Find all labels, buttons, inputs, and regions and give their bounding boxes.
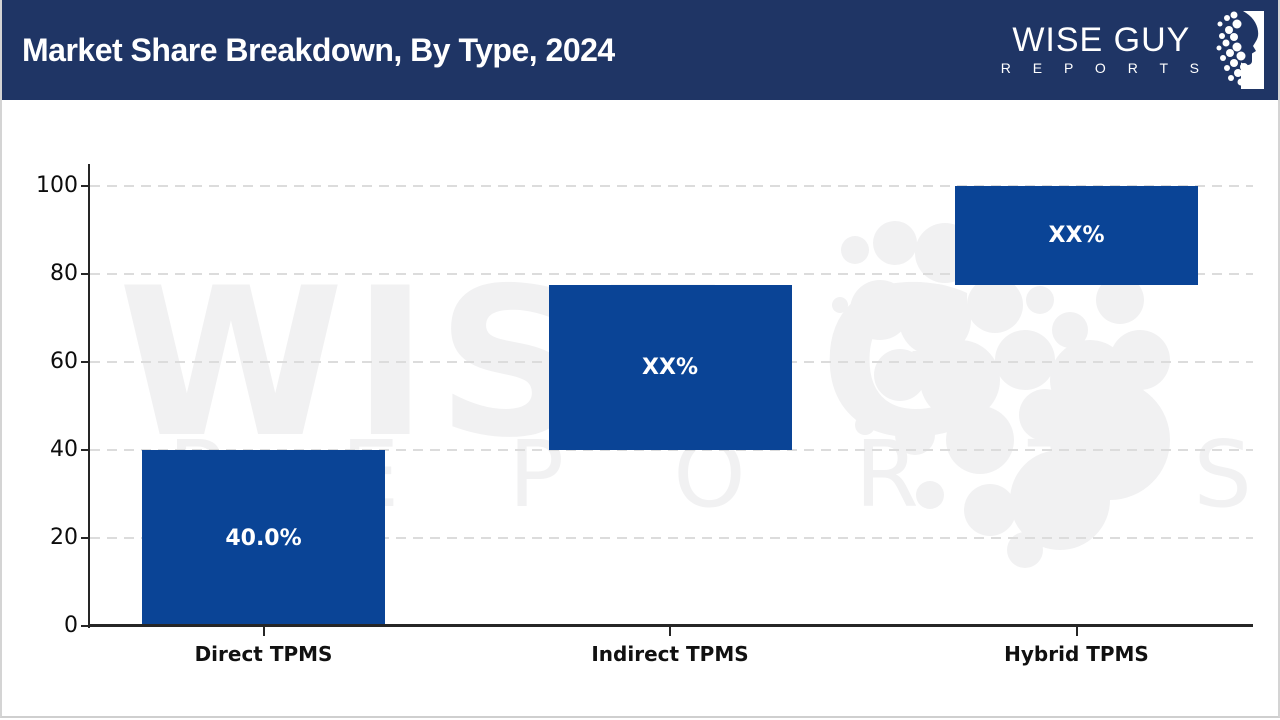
y-axis-spine [88,164,90,628]
y-tick-label-80: 80 [50,261,78,286]
y-tick-label-20: 20 [50,525,78,550]
gridline-100 [90,185,1253,187]
x-tick-direct-tpms [262,627,265,636]
logo-head-icon [1216,11,1264,89]
bar-label-direct-tpms: 40.0% [225,525,302,551]
bar-indirect-tpms: XX% [548,285,792,450]
y-tick-80 [81,273,90,275]
bar-direct-tpms: 40.0% [142,450,385,626]
wiseguy-logo: WISE GUY R E P O R T S [995,0,1266,100]
x-category-label-hybrid-tpms: Hybrid TPMS [1004,642,1149,666]
y-tick-label-100: 100 [36,173,78,198]
gridline-20 [90,537,1253,539]
y-tick-60 [81,361,90,363]
y-tick-label-0: 0 [64,613,78,638]
y-tick-label-40: 40 [50,437,78,462]
gridline-40 [90,449,1253,451]
x-tick-hybrid-tpms [1075,627,1078,636]
y-tick-0 [81,625,90,627]
gridline-80 [90,273,1253,275]
logo-subtext: R E P O R T S [1000,60,1208,76]
y-tick-label-60: 60 [50,349,78,374]
y-tick-20 [81,537,90,539]
page-title: Market Share Breakdown, By Type, 2024 [22,31,615,68]
bar-label-hybrid-tpms: XX% [1048,223,1105,248]
header-bar: Market Share Breakdown, By Type, 2024 WI… [0,0,1280,100]
bar-label-indirect-tpms: XX% [642,355,698,380]
x-axis-spine [88,624,1253,627]
x-category-label-direct-tpms: Direct TPMS [194,642,333,666]
bar-hybrid-tpms: XX% [955,186,1198,285]
y-tick-100 [81,185,90,187]
logo-wordmark: WISE GUY [1012,21,1191,59]
x-category-label-indirect-tpms: Indirect TPMS [591,642,749,666]
x-tick-indirect-tpms [669,627,671,636]
y-tick-40 [81,449,90,451]
